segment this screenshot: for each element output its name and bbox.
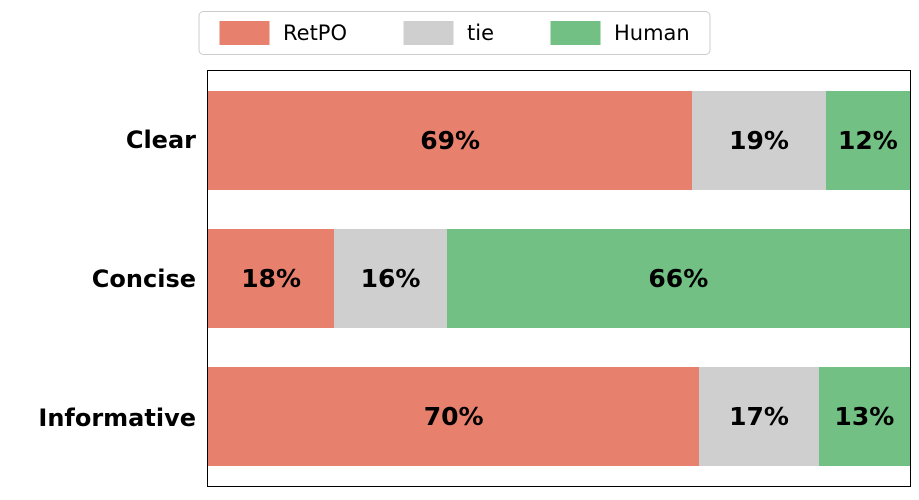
bar-row-clear: 69% 19% 12% <box>208 90 910 190</box>
y-axis-labels: Clear Concise Informative <box>0 70 196 487</box>
bar-segment-human-concise: 66% <box>446 228 910 328</box>
legend-item-retpo: RetPO <box>218 20 347 45</box>
bar-segment-human-clear: 12% <box>825 90 910 190</box>
y-tick-row: Informative <box>0 368 196 467</box>
bar-segment-tie-informative: 17% <box>699 367 819 467</box>
y-tick-label-clear: Clear <box>125 125 196 154</box>
legend-swatch-tie <box>402 21 453 45</box>
legend-swatch-retpo <box>218 21 269 45</box>
y-tick-label-informative: Informative <box>38 403 196 432</box>
bar-row-concise: 18% 16% 66% <box>208 228 910 328</box>
y-tick-label-concise: Concise <box>91 264 196 293</box>
bar-segment-tie-concise: 16% <box>334 228 447 328</box>
bar-segment-retpo-informative: 70% <box>208 367 700 467</box>
legend-item-tie: tie <box>402 20 494 45</box>
legend-label: tie <box>466 20 494 45</box>
plot-area: 69% 19% 12% 18% 16% 66% 70% 17% 13% <box>207 70 911 487</box>
bar-segment-human-informative: 13% <box>818 367 910 467</box>
legend-label: RetPO <box>282 20 347 45</box>
legend-label: Human <box>613 20 690 45</box>
bar-segment-tie-clear: 19% <box>692 90 826 190</box>
y-tick-row: Concise <box>0 229 196 328</box>
bar-segment-retpo-concise: 18% <box>208 228 335 328</box>
legend-swatch-human <box>549 21 600 45</box>
legend-item-human: Human <box>549 20 690 45</box>
bar-row-informative: 70% 17% 13% <box>208 367 910 467</box>
y-tick-row: Clear <box>0 90 196 189</box>
bar-segment-retpo-clear: 69% <box>208 90 693 190</box>
chart-legend: RetPO tie Human <box>197 11 711 55</box>
